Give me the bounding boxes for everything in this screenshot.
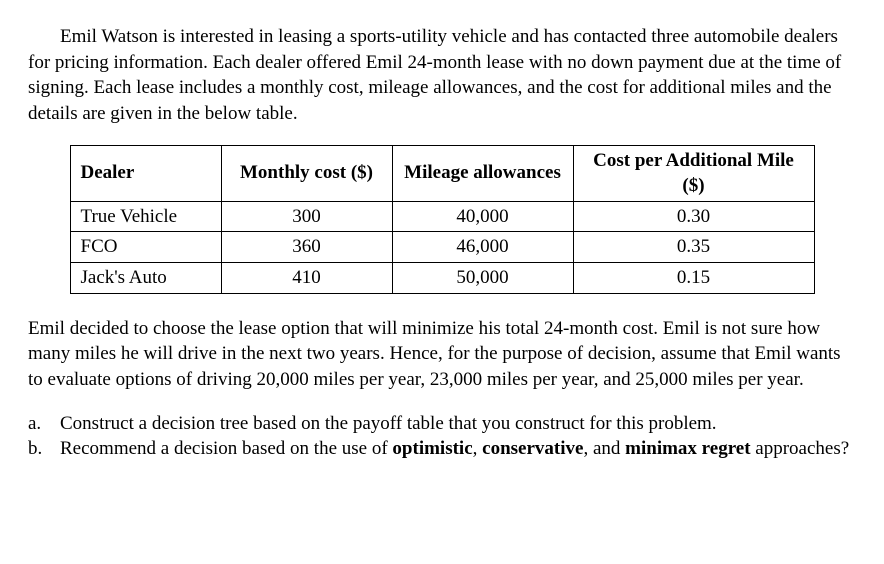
th-costper: Cost per Additional Mile ($)	[573, 145, 814, 201]
cell-dealer: FCO	[70, 232, 221, 263]
question-b: b. Recommend a decision based on the use…	[28, 436, 856, 462]
cell-dealer: Jack's Auto	[70, 263, 221, 294]
lease-table: Dealer Monthly cost ($) Mileage allowanc…	[70, 145, 815, 294]
table-row: Jack's Auto 410 50,000 0.15	[70, 263, 814, 294]
cell-mileage: 46,000	[392, 232, 573, 263]
table-row: FCO 360 46,000 0.35	[70, 232, 814, 263]
b-sep-2: , and	[583, 438, 625, 459]
cell-mileage: 50,000	[392, 263, 573, 294]
b-post: approaches?	[751, 438, 850, 459]
cell-monthly: 300	[221, 201, 392, 232]
cell-monthly: 410	[221, 263, 392, 294]
table-row: True Vehicle 300 40,000 0.30	[70, 201, 814, 232]
marker-b: b.	[28, 436, 60, 462]
b-bold-3: minimax regret	[625, 438, 750, 459]
followup-paragraph: Emil decided to choose the lease option …	[28, 316, 856, 393]
th-monthly: Monthly cost ($)	[221, 145, 392, 201]
question-list: a. Construct a decision tree based on th…	[28, 411, 856, 462]
cell-mileage: 40,000	[392, 201, 573, 232]
b-bold-1: optimistic	[392, 438, 472, 459]
b-sep-1: ,	[473, 438, 483, 459]
intro-paragraph: Emil Watson is interested in leasing a s…	[28, 24, 856, 127]
cell-costper: 0.35	[573, 232, 814, 263]
b-pre: Recommend a decision based on the use of	[60, 438, 392, 459]
th-dealer: Dealer	[70, 145, 221, 201]
cell-costper: 0.15	[573, 263, 814, 294]
marker-a: a.	[28, 411, 60, 437]
text-a: Construct a decision tree based on the p…	[60, 411, 856, 437]
b-bold-2: conservative	[482, 438, 583, 459]
question-a: a. Construct a decision tree based on th…	[28, 411, 856, 437]
text-b: Recommend a decision based on the use of…	[60, 436, 856, 462]
cell-monthly: 360	[221, 232, 392, 263]
cell-costper: 0.30	[573, 201, 814, 232]
table-header-row: Dealer Monthly cost ($) Mileage allowanc…	[70, 145, 814, 201]
cell-dealer: True Vehicle	[70, 201, 221, 232]
th-mileage: Mileage allowances	[392, 145, 573, 201]
